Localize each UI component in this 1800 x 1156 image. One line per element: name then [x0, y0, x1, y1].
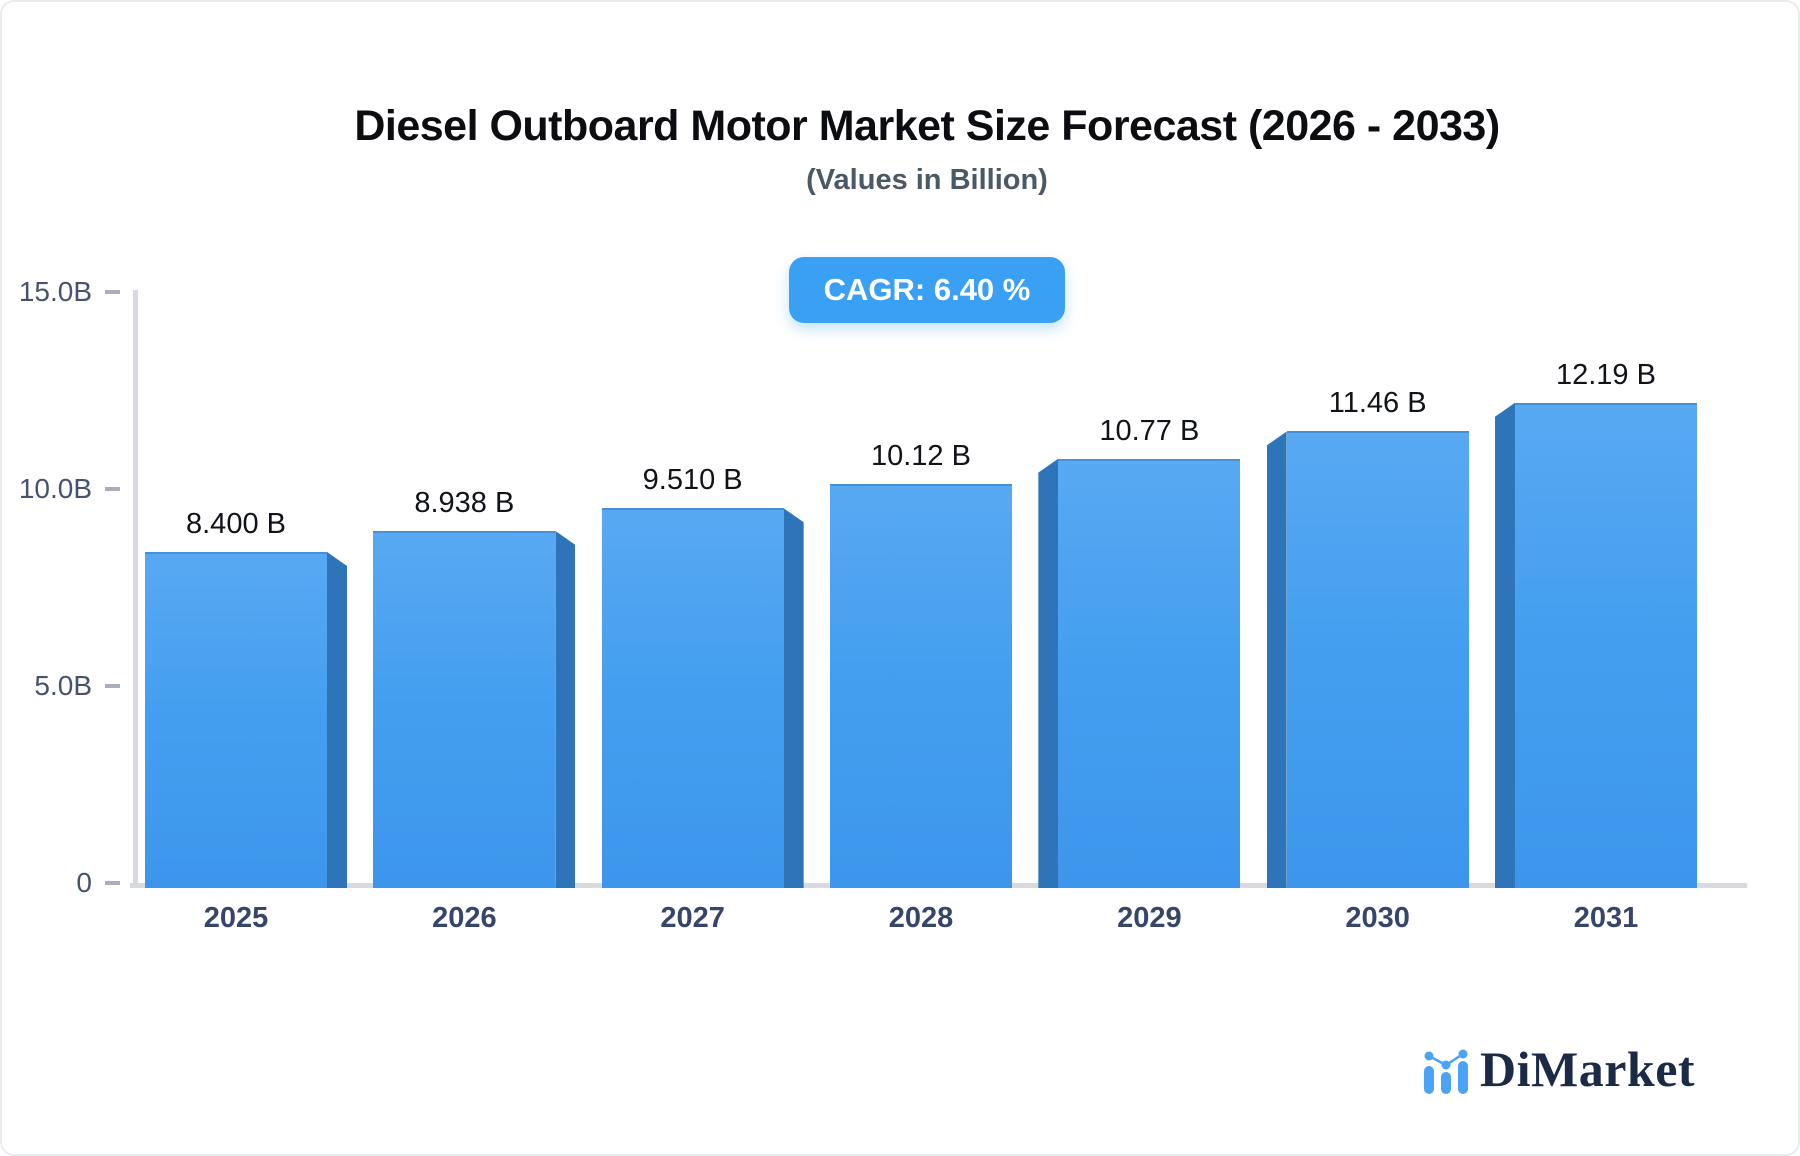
y-tick-label: 0 — [76, 867, 92, 898]
bar-2031 — [1514, 402, 1697, 888]
bar-value-label: 10.12 B — [870, 440, 971, 473]
x-tick-label: 2028 — [888, 902, 954, 934]
bar-value-label: 10.77 B — [1099, 414, 1200, 447]
x-tick-label: 2025 — [203, 902, 269, 934]
x-tick-label: 2031 — [1573, 902, 1639, 934]
bar-side-2025 — [327, 552, 347, 888]
y-axis-line — [133, 290, 138, 888]
cagr-badge-wrap: CAGR: 6.40 % — [52, 257, 1798, 323]
bar-side-2031 — [1494, 402, 1515, 888]
bar-side-2026 — [555, 530, 576, 888]
bar-side-2030 — [1266, 431, 1287, 888]
y-tick-mark — [105, 290, 120, 294]
x-tick-label: 2030 — [1345, 902, 1410, 934]
bar-value-label: 12.19 B — [1555, 358, 1656, 391]
bar-2030 — [1286, 431, 1469, 888]
y-tick-label: 5.0B — [34, 670, 92, 701]
y-tick-mark — [105, 684, 120, 688]
y-tick-label: 10.0B — [18, 473, 92, 504]
bar-2029 — [1058, 458, 1241, 888]
bar-value-label: 11.46 B — [1328, 387, 1427, 420]
brand-logo: DiMarket — [1422, 1040, 1695, 1098]
dimarket-logo-icon — [1424, 1049, 1468, 1094]
bar-2027 — [601, 508, 784, 888]
bar-value-label: 8.400 B — [186, 508, 286, 541]
x-tick-label: 2027 — [660, 902, 725, 934]
bar-value-label: 8.938 B — [414, 486, 515, 519]
y-tick-label: 15.0B — [18, 276, 92, 307]
bar-2025 — [145, 552, 327, 888]
bar-side-2027 — [783, 508, 804, 888]
bar-value-label: 9.510 B — [642, 464, 743, 497]
y-tick-mark — [105, 487, 120, 491]
brand-name: DiMarket — [1480, 1041, 1696, 1097]
y-tick-mark — [105, 881, 120, 885]
x-tick-label: 2029 — [1117, 902, 1182, 934]
chart-title: Diesel Outboard Motor Market Size Foreca… — [354, 102, 1500, 150]
bar-side-2029 — [1038, 458, 1059, 888]
bar-2026 — [373, 530, 556, 888]
x-tick-label: 2026 — [432, 902, 497, 934]
cagr-badge: CAGR: 6.40 % — [788, 257, 1066, 323]
bar-2028 — [829, 484, 1012, 888]
chart-subtitle: (Values in Billion) — [806, 164, 1048, 196]
